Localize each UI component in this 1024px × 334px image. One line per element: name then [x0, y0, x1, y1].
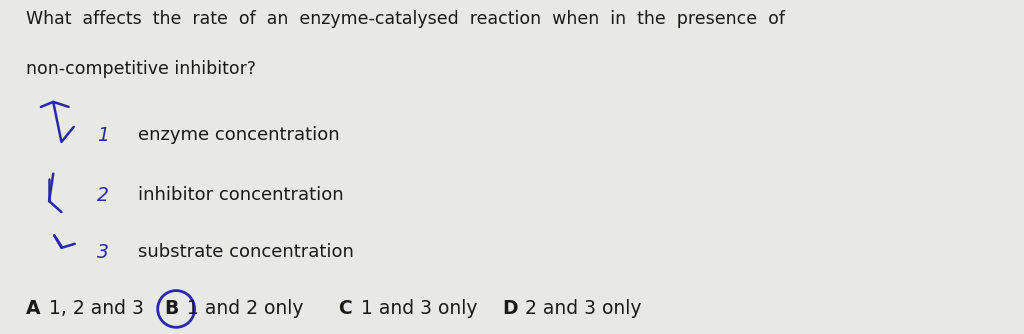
Text: C: C: [338, 300, 351, 318]
Text: What  affects  the  rate  of  an  enzyme-catalysed  reaction  when  in  the  pre: What affects the rate of an enzyme-catal…: [26, 10, 784, 28]
Text: substrate concentration: substrate concentration: [138, 243, 354, 261]
Text: inhibitor concentration: inhibitor concentration: [138, 186, 344, 204]
Text: non-competitive inhibitor?: non-competitive inhibitor?: [26, 60, 256, 78]
Text: 2: 2: [97, 186, 110, 205]
Text: enzyme concentration: enzyme concentration: [138, 126, 340, 144]
Text: 3: 3: [97, 243, 110, 262]
Text: 1, 2 and 3: 1, 2 and 3: [49, 300, 144, 318]
Text: 1 and 2 only: 1 and 2 only: [187, 300, 304, 318]
Text: B: B: [164, 300, 178, 318]
Text: 1 and 3 only: 1 and 3 only: [361, 300, 478, 318]
Text: D: D: [502, 300, 517, 318]
Text: 1: 1: [97, 126, 110, 145]
Text: A: A: [26, 300, 40, 318]
Text: 2 and 3 only: 2 and 3 only: [525, 300, 642, 318]
